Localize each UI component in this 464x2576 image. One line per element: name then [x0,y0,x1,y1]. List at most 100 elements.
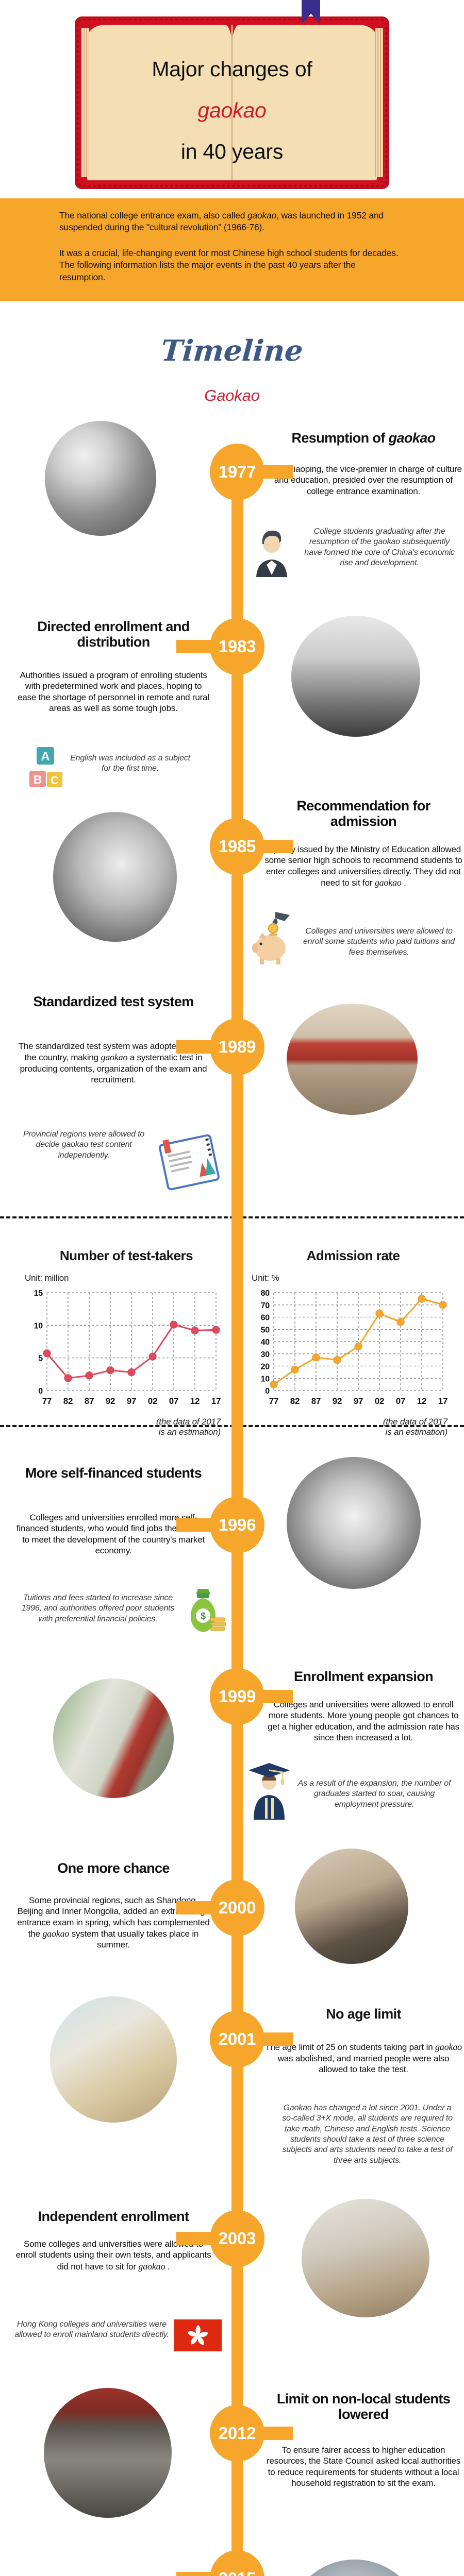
svg-text:0: 0 [265,1387,270,1396]
body-2000: Some provincial regions, such as Shandon… [17,1895,210,1950]
book-title-line1: Major changes of [152,57,312,81]
svg-text:87: 87 [85,1396,94,1406]
year-badge-1996: 1996 [210,1497,264,1553]
book-graphic: Major changes of gaokao in 40 years [75,16,389,189]
heading-1977: Resumption of gaokao [291,430,436,446]
year-badge-2012: 2012 [210,2405,264,2462]
test-takers-plot: 77 82 87 92 97 02 07 12 17 0 5 10 15 [34,1289,221,1406]
svg-text:82: 82 [63,1396,73,1406]
svg-text:97: 97 [127,1396,137,1406]
svg-text:80: 80 [261,1289,270,1298]
graduate-icon [246,1760,292,1820]
svg-text:07: 07 [169,1396,179,1406]
heading-1996: More self-financed students [25,1465,202,1481]
admission-rate-plot: 77 82 87 92 97 02 07 12 17 0 10 20 30 40 50 60 70 80 [261,1289,448,1406]
page-edge-left [81,28,89,177]
caption-1999: As a result of the expansion, the number… [297,1779,451,1809]
year-badge-2000: 2000 [210,1879,264,1936]
photo-2003-classroom [302,2199,429,2317]
book-page-right [232,25,377,180]
year-label: 2012 [218,2424,256,2443]
svg-text:12: 12 [417,1396,427,1406]
heading-1989: Standardized test system [33,994,194,1009]
timeline-subtitle: Gaokao [204,386,260,404]
page-edge-right [375,28,383,177]
svg-text:30: 30 [261,1350,270,1359]
svg-text:15: 15 [34,1289,43,1298]
svg-text:02: 02 [375,1396,385,1406]
caption-1996: Tuitions and fees started to increase si… [21,1594,175,1623]
svg-text:70: 70 [261,1301,270,1310]
piggy-bank-icon [251,911,292,965]
heading-2001: No age limit [326,2006,401,2022]
year-label: 1985 [218,837,256,856]
timeline-title: Timeline [160,334,304,368]
year-label: 2003 [218,2229,256,2248]
chart-note: (the data of 2017 is an estimation) [156,1417,221,1437]
connector-2015 [176,2572,237,2576]
heading-1983: Directed enrollment and distribution [37,619,190,650]
svg-text:10: 10 [261,1375,270,1383]
book-page-left [87,25,232,180]
year-badge-2001: 2001 [210,2011,264,2067]
svg-text:50: 50 [261,1326,270,1334]
book-spine [231,25,233,180]
photo-1996-street-crowd [287,1457,421,1589]
year-badge-1983: 1983 [210,618,264,675]
year-label: 2001 [218,2029,256,2048]
intro-band: The national college entrance exam, also… [0,198,464,301]
caption-1983: English was included as a subject for th… [70,754,190,773]
svg-text:17: 17 [438,1396,448,1406]
chart-unit-label: Unit: % [252,1273,279,1283]
money-bag-icon: $ [181,1586,227,1635]
year-label: 1983 [218,637,256,656]
body-1977: Deng Xiaoping, the vice-premier in charg… [265,464,462,496]
heading-1985: Recommendation for admission [296,798,430,829]
photo-1983-students-group [291,616,420,737]
admission-rate-chart: Admission rate Unit: % 77 82 87 92 97 02 07 12 1… [247,1248,459,1437]
year-label: 1977 [218,462,256,481]
abc-blocks-icon: A B C [28,746,63,791]
photo-2012-exam-banner [44,2388,172,2518]
body-2012: To ensure fairer access to higher educat… [266,2445,461,2488]
svg-text:77: 77 [269,1396,279,1406]
year-label: 1996 [218,1515,256,1534]
svg-text:$: $ [201,1611,206,1621]
year-label: 2015 [219,2569,256,2576]
heading-1999: Enrollment expansion [293,1669,434,1684]
body-2003: Some colleges and universities were allo… [15,2239,211,2272]
body-1985: A policy issued by the Ministry of Educa… [264,844,462,888]
svg-text:5: 5 [38,1354,43,1363]
photo-1977-exam-room [45,421,156,536]
svg-text:A: A [41,750,49,764]
caption-1977: College students graduating after the re… [304,527,455,567]
svg-text:60: 60 [261,1314,270,1323]
photo-2001-elderly-candidate [50,1996,177,2123]
svg-text:92: 92 [333,1396,342,1406]
notebook-icon [152,1131,227,1193]
year-label: 1999 [218,1687,256,1706]
photo-1985-study-hall [53,812,177,942]
photo-2000-registration [295,1849,408,1964]
year-label: 2000 [218,1898,256,1917]
chart-note: (the data of 2017 is an estimation) [383,1417,448,1437]
heading-2000: One more chance [57,1860,170,1876]
year-badge-2003: 2003 [210,2210,264,2267]
chart-title: Number of test-takers [59,1248,193,1263]
hk-flag-icon [174,2319,222,2351]
year-label: 1989 [218,1037,256,1056]
svg-text:C: C [51,774,59,787]
year-badge-1999: 1999 [210,1668,264,1725]
caption-1989: Provincial regions were allowed to decid… [23,1130,145,1160]
person-avatar-icon [251,524,292,577]
svg-text:0: 0 [38,1387,43,1396]
svg-text:82: 82 [290,1396,300,1406]
svg-text:10: 10 [34,1321,43,1330]
body-1996: Colleges and universities enrolled more … [16,1513,211,1555]
body-1983: Authorities issued a program of enrollin… [18,670,209,713]
intro-paragraph-1: The national college entrance exam, also… [59,210,384,233]
year-badge-2015: 2015 [210,2550,264,2576]
svg-text:97: 97 [354,1396,363,1406]
photo-2015-crowd [287,2560,423,2576]
caption-2003: Hong Kong colleges and universities were… [14,2320,169,2340]
